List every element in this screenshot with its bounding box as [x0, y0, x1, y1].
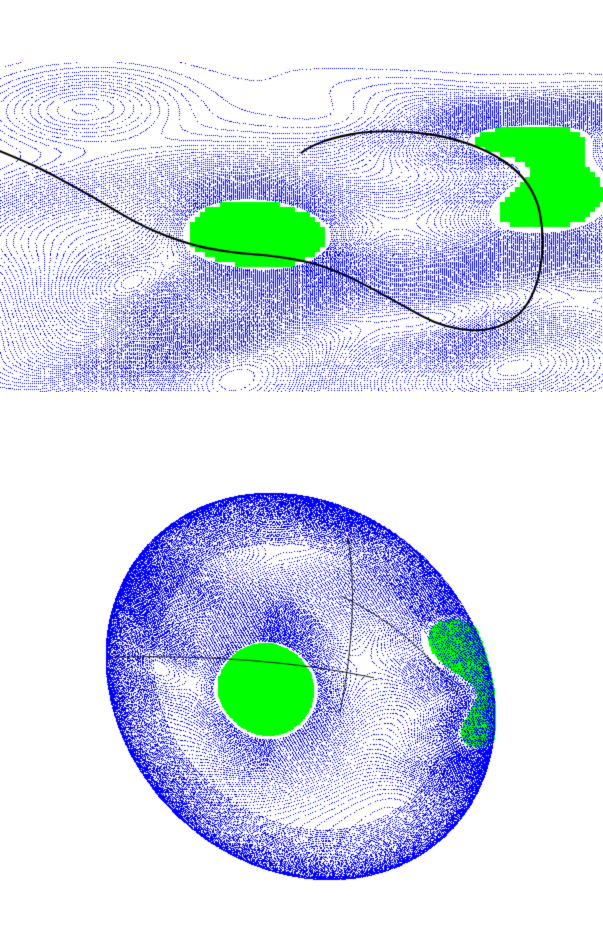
panel-equirectangular-projection	[0, 62, 603, 392]
panel-orthographic-projection	[0, 440, 603, 925]
equirectangular-plot-canvas	[0, 62, 603, 392]
orthographic-plot-canvas	[0, 440, 603, 925]
